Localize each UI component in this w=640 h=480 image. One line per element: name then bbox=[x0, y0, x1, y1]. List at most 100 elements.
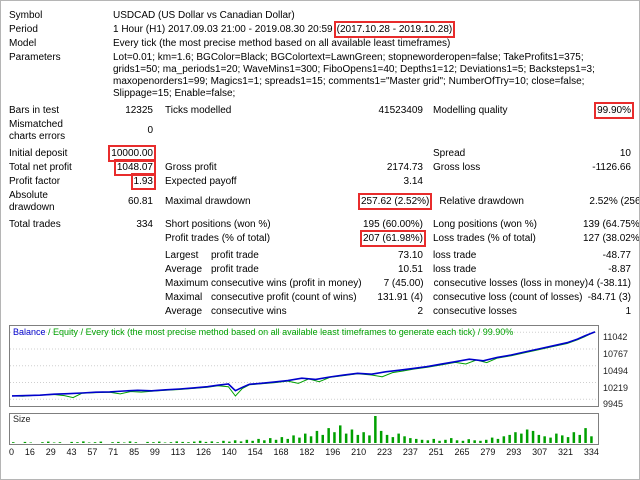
report-right-value-text: -8.87 bbox=[608, 264, 631, 275]
report-row: Initial deposit 10000.00 Spread 10 bbox=[9, 145, 631, 162]
report-row-prefix: Maximal bbox=[165, 292, 203, 303]
size-bar bbox=[473, 440, 476, 443]
size-bar bbox=[257, 438, 260, 443]
x-axis-tick: 265 bbox=[454, 447, 470, 457]
report-row-label: Absolute drawdown bbox=[9, 190, 55, 213]
y-axis-tick: 10494 bbox=[603, 365, 629, 376]
size-bar bbox=[158, 441, 161, 443]
y-axis-tick: 10767 bbox=[603, 349, 629, 360]
size-bar bbox=[280, 437, 284, 443]
balance-chart-section: Balance / Equity / Every tick (the most … bbox=[9, 325, 631, 410]
report-value-text: 1 Hour (H1) 2017.09.03 21:00 - 2019.08.3… bbox=[113, 24, 333, 35]
report-mid-label-text: Expected payoff bbox=[165, 176, 237, 187]
report-right-label-text: Modelling quality bbox=[433, 105, 508, 116]
chart-legend: Balance / Equity / Every tick (the most … bbox=[13, 327, 513, 337]
size-bar bbox=[134, 442, 138, 443]
report-right-value-text: 127 (38.02%) bbox=[583, 233, 640, 244]
report-mid-value-text: 131.91 (4) bbox=[377, 292, 423, 303]
y-axis-tick: 9945 bbox=[603, 399, 624, 410]
report-mid-label-text: Short positions (won %) bbox=[165, 219, 271, 230]
report-mid-value: 3.14 bbox=[361, 176, 423, 188]
report-mid-label: Ticks modelled bbox=[165, 105, 361, 117]
report-mid-value: 195 (60.00%) bbox=[361, 219, 423, 231]
report-right-label: Loss trades (% of total) bbox=[433, 233, 583, 245]
report-right-value: 2.52% (256.92) bbox=[589, 196, 640, 208]
size-bar bbox=[204, 441, 208, 443]
report-mid-label-text: profit trade bbox=[211, 264, 259, 275]
size-bar bbox=[163, 442, 167, 443]
size-bar bbox=[274, 439, 278, 443]
report-right-value-text: -48.77 bbox=[602, 250, 631, 261]
size-bar bbox=[590, 436, 593, 444]
report-right-label: Modelling quality bbox=[433, 105, 583, 117]
report-mid-label-text: consecutive wins bbox=[211, 306, 287, 317]
report-value-col1: 10000.00 bbox=[73, 145, 156, 162]
report-right-value-text: 2.52% (256.92) bbox=[589, 196, 640, 207]
size-histogram-area: Size bbox=[9, 413, 599, 445]
highlight-box: 257.62 (2.52%) bbox=[357, 193, 433, 210]
size-bar bbox=[391, 437, 395, 443]
size-bar bbox=[356, 434, 360, 443]
size-bar bbox=[128, 441, 132, 443]
size-bar bbox=[578, 434, 581, 443]
size-bar bbox=[520, 433, 523, 443]
size-bar bbox=[461, 440, 465, 443]
report-right-label-text: Loss trades (% of total) bbox=[433, 233, 536, 244]
size-bar bbox=[245, 439, 249, 443]
size-bar bbox=[549, 437, 552, 443]
size-label: Size bbox=[13, 414, 31, 424]
report-value-col1-text: 0 bbox=[147, 125, 153, 136]
x-axis-tick: 251 bbox=[428, 447, 444, 457]
report-mid-label: Short positions (won %) bbox=[165, 219, 361, 231]
report-row: Period 1 Hour (H1) 2017.09.03 21:00 - 201… bbox=[9, 21, 631, 38]
x-axis-tick: 182 bbox=[299, 447, 315, 457]
report-right-value-text: 1 bbox=[625, 306, 631, 317]
size-bar bbox=[537, 434, 541, 443]
report-right-label: consecutive losses bbox=[433, 306, 583, 318]
size-bar bbox=[315, 430, 319, 444]
report-row: Bars in test 12325 Ticks modelled 41523409 M… bbox=[9, 102, 634, 119]
report-right-label-text: Spread bbox=[433, 148, 466, 159]
report-right-value: 10 bbox=[583, 148, 631, 160]
highlight-box: (2017.10.28 - 2019.10.28) bbox=[333, 21, 456, 38]
size-bar bbox=[12, 442, 15, 443]
size-bar bbox=[76, 442, 79, 443]
report-value-col1: 60.81 bbox=[73, 196, 153, 208]
size-bar bbox=[117, 441, 120, 443]
report-mid-label: Largest profit trade bbox=[165, 250, 361, 262]
report-mid-value-text: 3.14 bbox=[403, 176, 423, 187]
report-row-label: Initial deposit bbox=[9, 148, 68, 159]
highlight-box: 10000.00 bbox=[108, 145, 156, 162]
report-row-label: Profit factor bbox=[9, 176, 61, 187]
report-right-value: 99.90% bbox=[583, 102, 634, 119]
size-bar bbox=[362, 432, 365, 443]
report-row-prefix: Largest bbox=[165, 250, 199, 261]
size-bar bbox=[82, 441, 85, 443]
size-bar bbox=[531, 430, 535, 444]
report-row: Profit factor 1.93 Expected payoff 3.14 bbox=[9, 173, 631, 190]
size-bar bbox=[450, 438, 453, 443]
report-mid-label-text: Gross profit bbox=[165, 162, 217, 173]
size-bar bbox=[41, 442, 44, 443]
report-row-label: Period bbox=[9, 24, 38, 35]
report-row-prefix: Maximum bbox=[165, 278, 209, 289]
report-mid-value-text: 73.10 bbox=[397, 250, 423, 261]
size-bar bbox=[368, 435, 371, 443]
x-axis-tick: 237 bbox=[402, 447, 418, 457]
balance-plot-area: Balance / Equity / Every tick (the most … bbox=[9, 325, 599, 407]
report-value-col1: 334 bbox=[73, 219, 153, 231]
size-bar bbox=[397, 433, 400, 443]
size-bar bbox=[146, 441, 149, 443]
x-axis-tick: 140 bbox=[221, 447, 237, 457]
report-mid-label-text: Maximal drawdown bbox=[165, 196, 251, 207]
size-bar bbox=[304, 433, 307, 443]
size-bar bbox=[344, 433, 348, 443]
report-row-prefix: Average bbox=[165, 306, 203, 317]
size-bar bbox=[52, 442, 56, 443]
report-row-value: 1 Hour (H1) 2017.09.03 21:00 - 2019.08.3… bbox=[113, 21, 631, 38]
x-axis-labels: 0 16 29 43 57 71 85 99 113 126 140 154 168 182 196 210 2… bbox=[9, 447, 599, 457]
report-mid-label-text: consecutive wins (profit in money) bbox=[211, 278, 362, 289]
report-mid-value: 73.10 bbox=[361, 250, 423, 262]
size-bar bbox=[292, 435, 295, 443]
report-mid-label: Maximal drawdown bbox=[165, 196, 361, 208]
